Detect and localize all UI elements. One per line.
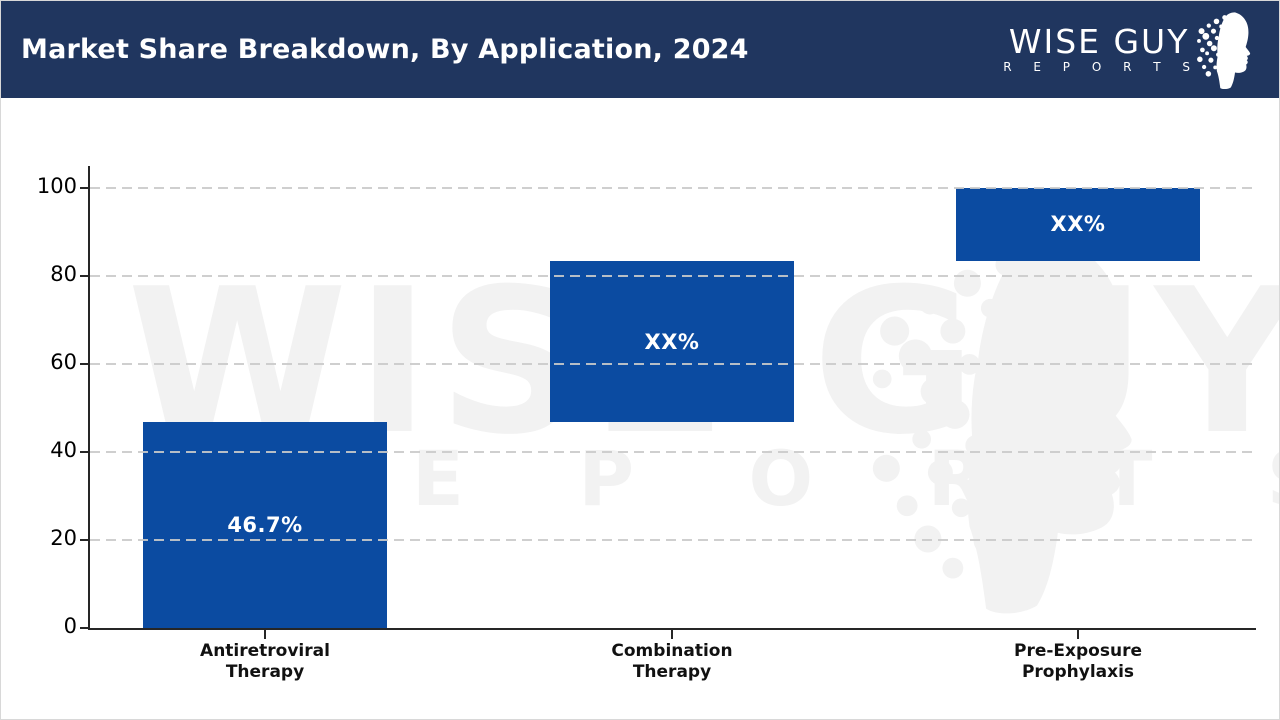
y-tick-label-40: 40 [50, 437, 77, 462]
gridline-60 [90, 362, 1255, 365]
x-tick-mark-1 [671, 630, 673, 639]
y-tick-label-20: 20 [50, 525, 77, 550]
brand-logo: WISE GUY R E P O R T S [999, 9, 1257, 90]
gridline-20 [90, 538, 1255, 541]
x-category-label-antiretroviral-therapy: Antiretroviral Therapy [200, 641, 330, 683]
bar-pre-exposure-prophylaxis: XX% [956, 187, 1200, 262]
bar-combination-therapy: XX% [550, 261, 794, 423]
bar-antiretroviral-therapy: 46.7% [143, 422, 387, 628]
brand-face-icon [1197, 12, 1251, 90]
gridline-100 [90, 186, 1255, 189]
header-bar: Market Share Breakdown, By Application, … [1, 1, 1279, 98]
gridline-40 [90, 450, 1255, 453]
y-tick-mark-20 [80, 538, 88, 541]
y-tick-mark-0 [80, 627, 88, 629]
bar-value-label: XX% [1050, 212, 1106, 237]
brand-logo-text: WISE GUY R E P O R T S [999, 25, 1199, 74]
y-tick-mark-40 [80, 450, 88, 453]
y-tick-mark-100 [80, 186, 88, 189]
y-tick-label-60: 60 [50, 349, 77, 374]
y-axis-line [88, 166, 90, 630]
bar-value-label: 46.7% [227, 513, 303, 538]
x-axis-line [88, 628, 1256, 630]
y-tick-mark-60 [80, 362, 88, 365]
x-tick-mark-0 [264, 630, 266, 639]
brand-subtitle: R E P O R T S [1003, 59, 1199, 74]
x-category-label-combination-therapy: Combination Therapy [611, 641, 733, 683]
y-tick-mark-80 [80, 274, 88, 277]
y-tick-label-0: 0 [63, 614, 77, 638]
watermark-face-icon [872, 239, 1132, 614]
x-category-label-pre-exposure-prophylaxis: Pre-Exposure Prophylaxis [1014, 641, 1142, 683]
y-tick-label-80: 80 [50, 261, 77, 286]
page-title: Market Share Breakdown, By Application, … [21, 34, 749, 65]
y-tick-label-100: 100 [36, 173, 77, 198]
x-tick-mark-2 [1077, 630, 1079, 639]
brand-name: WISE GUY [1008, 22, 1190, 62]
gridline-80 [90, 274, 1255, 277]
bar-value-label: XX% [644, 329, 700, 354]
